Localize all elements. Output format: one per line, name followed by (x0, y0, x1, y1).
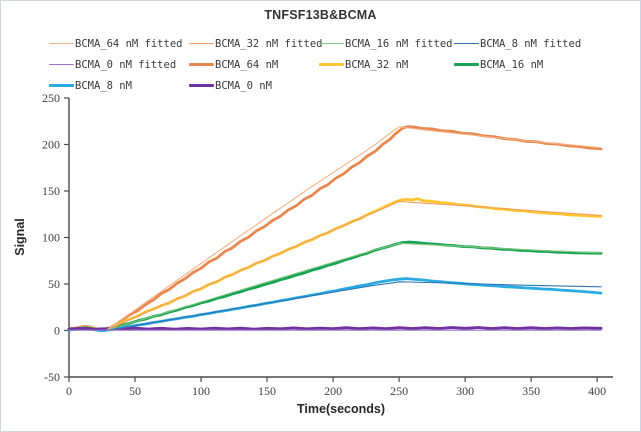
legend-item: BCMA_32 nM (319, 57, 454, 72)
y-tick-label: 50 (48, 277, 60, 291)
legend-item: BCMA_32 nM fitted (189, 36, 323, 51)
y-tick-label: 250 (42, 91, 60, 105)
y-tick-label: 200 (42, 138, 60, 152)
x-tick-label: 200 (324, 384, 342, 398)
legend-line-swatch-icon (319, 42, 344, 45)
legend-label: BCMA_16 nM fitted (345, 37, 453, 50)
series-bcma_16-nm-fitted (105, 242, 602, 332)
legend-line-swatch-icon (189, 83, 214, 88)
legend-label: BCMA_64 nM (215, 58, 279, 71)
legend-line-swatch-icon (319, 62, 344, 67)
chart-title: TNFSF13B&BCMA (264, 8, 377, 22)
y-tick-label: 100 (42, 231, 60, 245)
legend-item: BCMA_8 nM (49, 78, 189, 93)
legend-label: BCMA_8 nM (75, 79, 132, 92)
legend-item: BCMA_16 nM (454, 57, 604, 72)
legend-label: BCMA_16 nM (480, 58, 544, 71)
legend-item: BCMA_64 nM fitted (49, 36, 189, 51)
legend-label: BCMA_0 nM fitted (75, 58, 177, 71)
legend-label: BCMA_0 nM (215, 79, 272, 92)
legend-item: BCMA_0 nM fitted (49, 57, 189, 72)
legend-label: BCMA_8 nM fitted (480, 37, 582, 50)
legend-label: BCMA_32 nM (345, 58, 409, 71)
legend-item: BCMA_8 nM fitted (454, 36, 604, 51)
y-tick-label: -50 (44, 370, 60, 384)
legend-line-swatch-icon (189, 42, 214, 45)
x-tick-label: 150 (258, 384, 276, 398)
legend-label: BCMA_32 nM fitted (215, 37, 323, 50)
x-tick-label: 100 (192, 384, 210, 398)
y-tick-label: 0 (54, 324, 60, 338)
legend-item: BCMA_16 nM fitted (319, 36, 454, 51)
legend-line-swatch-icon (49, 42, 74, 45)
x-tick-label: 250 (390, 384, 408, 398)
series-bcma_32-nm-fitted (105, 200, 602, 332)
y-axis-label: Signal (13, 218, 27, 256)
x-tick-label: 400 (588, 384, 606, 398)
x-tick-label: 50 (129, 384, 141, 398)
series-bcma_0-nm (67, 326, 603, 331)
series-bcma_64-nm-fitted (105, 126, 602, 332)
legend-line-swatch-icon (49, 83, 74, 88)
legend: BCMA_64 nM fitted BCMA_32 nM fitted BCMA_1… (49, 36, 604, 93)
series-bcma_16-nm (67, 240, 603, 332)
legend-label: BCMA_64 nM fitted (75, 37, 183, 50)
y-tick-label: 150 (42, 184, 60, 198)
legend-item: BCMA_64 nM (189, 57, 319, 72)
x-tick-label: 350 (522, 384, 540, 398)
series-bcma_8-nm-fitted (105, 281, 602, 332)
legend-item: BCMA_0 nM (189, 78, 319, 93)
legend-line-swatch-icon (49, 63, 74, 66)
legend-line-swatch-icon (189, 62, 214, 67)
x-tick-label: 300 (456, 384, 474, 398)
x-axis-label: Time(seconds) (297, 402, 385, 416)
x-tick-label: 0 (66, 384, 72, 398)
legend-line-swatch-icon (454, 42, 479, 45)
legend-line-swatch-icon (454, 62, 479, 67)
